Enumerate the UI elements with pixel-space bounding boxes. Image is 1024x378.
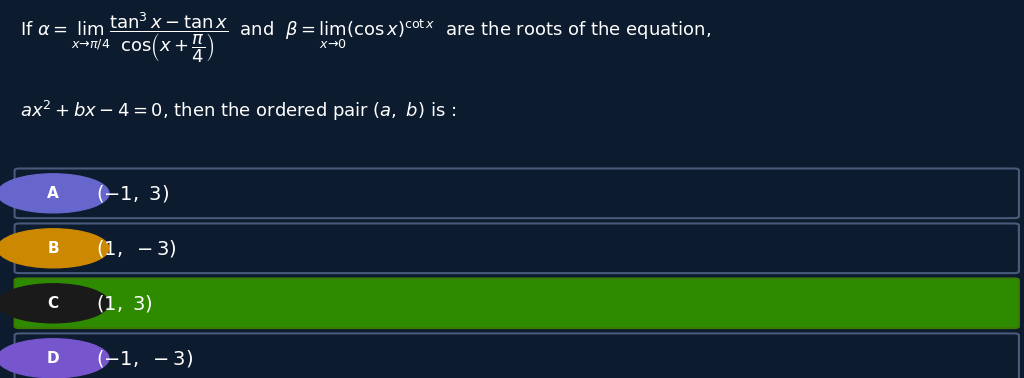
FancyBboxPatch shape (14, 169, 1019, 218)
Text: $(-1,\ 3)$: $(-1,\ 3)$ (96, 183, 169, 204)
Text: If $\alpha = \lim_{x \to \pi/4} \dfrac{\tan^3 x - \tan x}{\cos\!\left(x+\dfrac{\: If $\alpha = \lim_{x \to \pi/4} \dfrac{\… (19, 11, 711, 65)
FancyBboxPatch shape (14, 279, 1019, 328)
Text: $(1,\ 3)$: $(1,\ 3)$ (96, 293, 153, 314)
Circle shape (0, 174, 109, 213)
Text: $(1,\ -3)$: $(1,\ -3)$ (96, 238, 176, 259)
FancyBboxPatch shape (14, 223, 1019, 273)
Text: $(-1,\ -3)$: $(-1,\ -3)$ (96, 348, 193, 369)
Text: D: D (47, 351, 59, 366)
FancyBboxPatch shape (14, 333, 1019, 378)
Circle shape (0, 339, 109, 378)
Text: A: A (47, 186, 59, 201)
Circle shape (0, 229, 109, 268)
Text: C: C (47, 296, 58, 311)
Text: B: B (47, 241, 59, 256)
Text: $ax^2 + bx - 4 = 0$, then the ordered pair $(a,\ b)$ is :: $ax^2 + bx - 4 = 0$, then the ordered pa… (19, 99, 456, 124)
Circle shape (0, 284, 109, 323)
